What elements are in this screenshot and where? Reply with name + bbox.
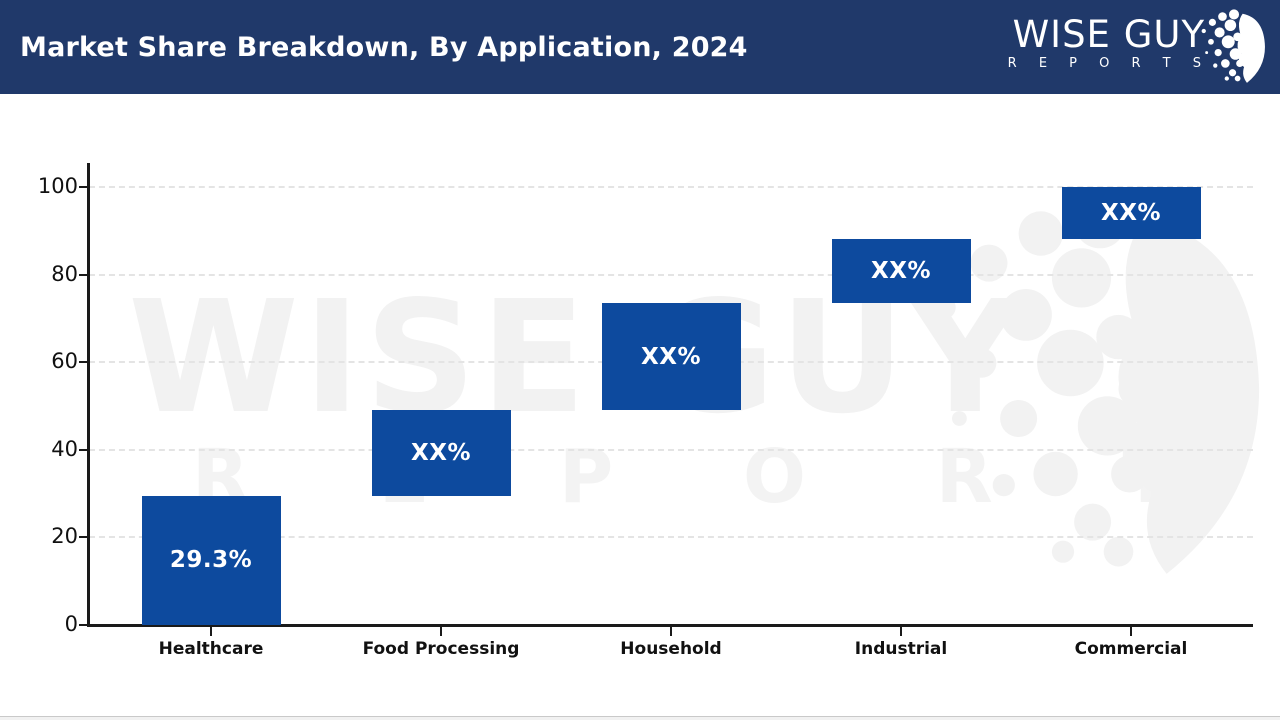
y-axis-tick xyxy=(79,273,87,276)
x-tick-label-healthcare: Healthcare xyxy=(158,639,264,659)
x-axis-tick xyxy=(900,627,902,636)
bar-segment-industrial: XX% xyxy=(831,238,971,304)
y-tick-label: 20 xyxy=(51,524,78,548)
y-tick-label: 100 xyxy=(37,174,78,198)
logo-face-icon xyxy=(1201,9,1265,83)
logo-wordmark: WISE GUY xyxy=(1012,13,1206,56)
x-axis-tick xyxy=(210,627,212,636)
y-axis-line xyxy=(87,163,90,626)
logo-subtitle: R E P O R T S xyxy=(1007,56,1210,71)
gridline xyxy=(89,536,1253,538)
bottom-border-pad xyxy=(0,717,1280,720)
gridline xyxy=(89,273,1253,276)
x-tick-label-commercial: Commercial xyxy=(1074,639,1188,659)
bar-value-label: XX% xyxy=(410,440,471,467)
page-title: Market Share Breakdown, By Application, … xyxy=(20,31,748,63)
y-axis-tick xyxy=(79,448,87,451)
x-tick-label-industrial: Industrial xyxy=(854,639,948,659)
x-tick-label-food-processing: Food Processing xyxy=(362,639,520,659)
bar-segment-healthcare: 29.3% xyxy=(141,496,281,625)
bar-segment-household: XX% xyxy=(601,303,741,411)
bar-segment-food-processing: XX% xyxy=(371,410,511,497)
bottom-border xyxy=(0,716,1280,717)
y-tick-label: 60 xyxy=(51,349,78,373)
logo-text: WISE GUY R E P O R T S xyxy=(1008,16,1210,72)
x-axis-tick xyxy=(440,627,442,636)
y-axis-tick xyxy=(79,361,87,363)
y-axis-tick xyxy=(79,536,87,538)
gridline xyxy=(89,186,1253,188)
bar-value-label: XX% xyxy=(870,258,931,284)
x-axis-tick xyxy=(670,627,672,636)
y-tick-label: 80 xyxy=(51,261,78,286)
bar-value-label: XX% xyxy=(640,343,701,370)
x-axis-tick xyxy=(1130,627,1132,636)
bar-value-label: XX% xyxy=(1100,199,1161,226)
y-axis-tick xyxy=(79,623,87,626)
x-axis-line xyxy=(87,624,1253,627)
y-axis-tick xyxy=(79,186,87,188)
bar-value-label: 29.3% xyxy=(169,547,253,574)
bar-segment-commercial: XX% xyxy=(1061,187,1201,239)
y-tick-label: 40 xyxy=(51,436,78,461)
wise-guy-logo: WISE GUY R E P O R T S xyxy=(1008,6,1270,90)
header-banner: Market Share Breakdown, By Application, … xyxy=(0,0,1280,94)
y-tick-label: 0 xyxy=(64,611,78,636)
x-tick-label-household: Household xyxy=(620,639,722,659)
gridline xyxy=(89,448,1253,451)
